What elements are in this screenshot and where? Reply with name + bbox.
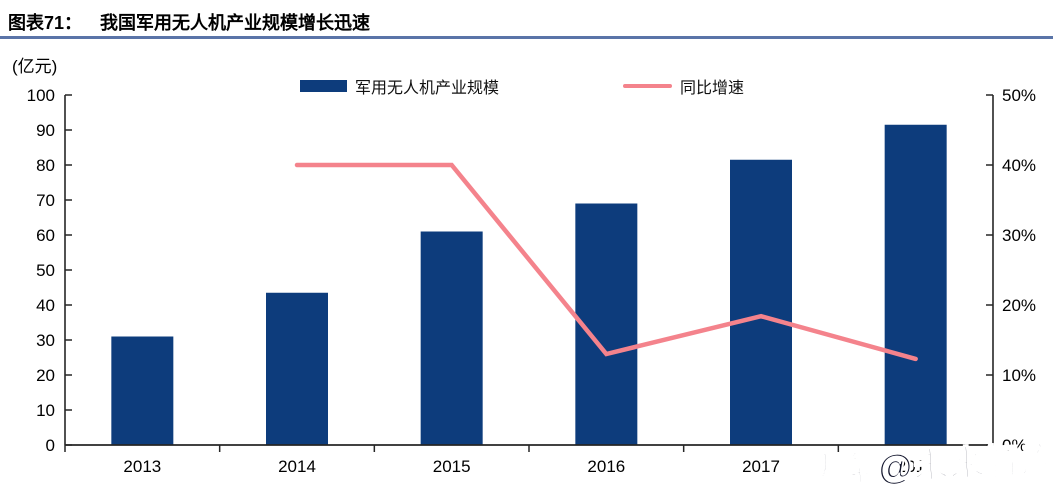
legend-swatch-line [623,84,672,88]
left-axis-unit-label: (亿元) [12,57,58,76]
bar-2015 [420,231,483,445]
left-axis-tick-label: 40 [36,296,55,315]
legend-item-bar-series: 军用无人机产业规模 [300,75,499,97]
figure-header: 图表71： 我国军用无人机产业规模增长迅速 [0,9,1053,33]
bar-2017 [730,159,792,445]
left-axis-tick-label: 60 [36,226,55,245]
left-axis-tick-label: 30 [36,331,55,350]
legend-item-line-series: 同比增速 [623,75,744,97]
figure-number-label: 图表71： [8,13,83,33]
left-axis-tick-label: 0 [46,436,55,455]
bar-2018 [884,124,947,445]
x-axis-label-2016: 2016 [587,457,625,476]
right-axis-tick-label: 10% [1002,366,1036,385]
title-underline [0,36,1053,39]
x-axis-label-2018: 2018 [897,457,935,476]
bar-2014 [266,292,328,445]
legend-label-line-series: 同比增速 [680,80,745,97]
bar-2013 [111,336,174,445]
left-axis-tick-label: 90 [36,121,55,140]
legend-label-bar-series: 军用无人机产业规模 [355,80,500,97]
bar-2016 [575,203,638,445]
chart-legend: 军用无人机产业规模 同比增速 [0,75,1053,97]
x-axis-label-2015: 2015 [433,457,471,476]
x-axis-label-2013: 2013 [123,457,161,476]
left-axis-tick-label: 100 [27,86,55,105]
left-axis-tick-label: 10 [36,401,55,420]
growth-line [294,162,918,362]
figure-title: 我国军用无人机产业规模增长迅速 [100,13,370,33]
left-axis-tick-label: 50 [36,261,55,280]
right-axis-tick-label: 50% [1002,86,1036,105]
right-axis-tick-label: 30% [1002,226,1036,245]
legend-swatch-bar [300,80,347,92]
x-axis-label-2014: 2014 [278,457,316,476]
right-axis-tick-label: 0% [1002,436,1027,455]
left-axis-tick-label: 80 [36,156,55,175]
left-axis-tick-label: 20 [36,366,55,385]
right-axis-tick-label: 40% [1002,156,1036,175]
left-axis-tick-label: 70 [36,191,55,210]
right-axis-tick-label: 20% [1002,296,1036,315]
x-axis-label-2017: 2017 [742,457,780,476]
